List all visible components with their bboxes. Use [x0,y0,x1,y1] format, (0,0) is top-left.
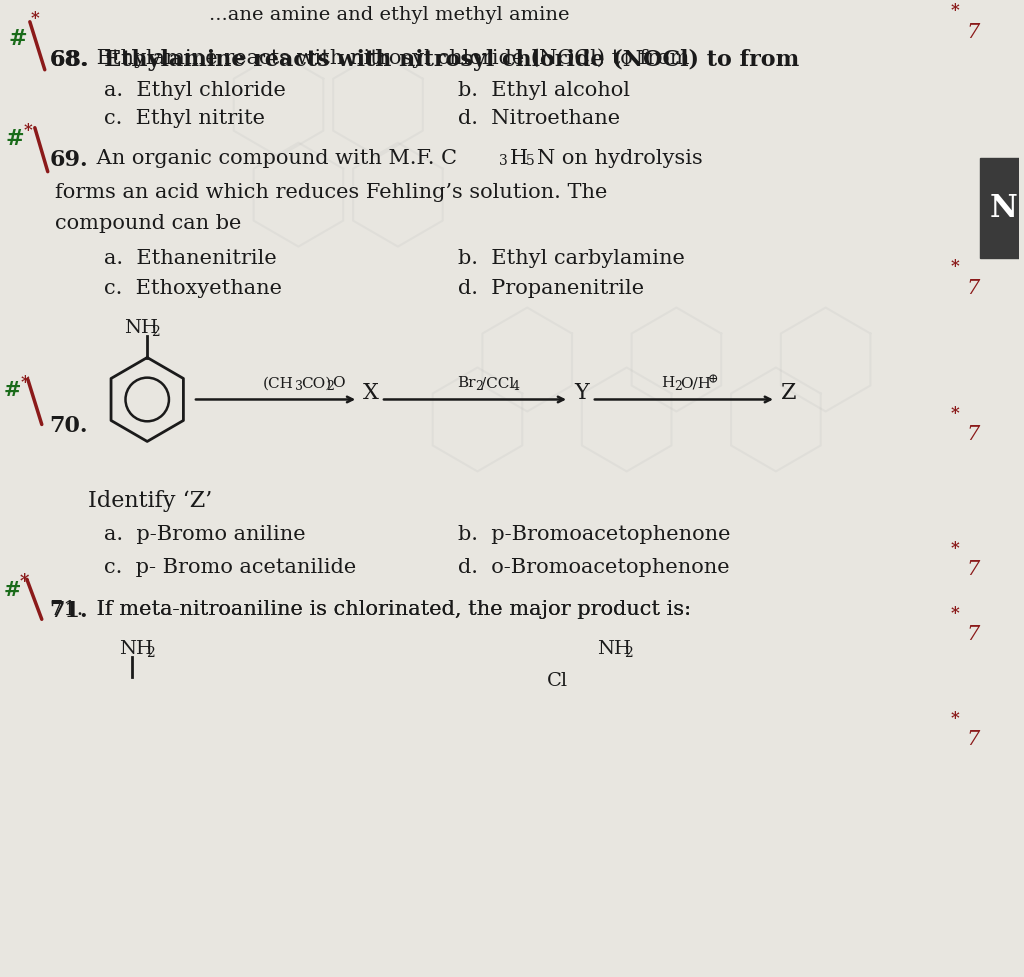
Text: b.  Ethyl carbylamine: b. Ethyl carbylamine [458,248,684,268]
Text: 2: 2 [146,646,155,659]
Text: *: * [950,709,959,726]
Text: 3: 3 [500,153,508,167]
Text: 2: 2 [326,380,334,393]
Text: 7: 7 [967,560,980,578]
Text: d.  Nitroethane: d. Nitroethane [458,108,620,128]
Text: #: # [3,579,20,600]
Text: O/H: O/H [680,376,712,390]
Text: 2: 2 [624,646,633,659]
Text: 70.: 70. [50,415,88,437]
Text: X: X [364,382,379,404]
Text: 7: 7 [967,730,980,748]
Text: An organic compound with M.F. C: An organic compound with M.F. C [89,149,457,167]
Text: *: * [950,258,959,275]
Text: 71.: 71. [50,600,88,621]
Text: *: * [31,11,39,27]
Text: *: * [20,373,30,391]
Text: a.  Ethyl chloride: a. Ethyl chloride [104,81,287,100]
Text: c.  Ethoxyethane: c. Ethoxyethane [104,278,283,297]
Text: *: * [950,604,959,621]
Text: If meta-nitroaniline is chlorinated, the major product is:: If meta-nitroaniline is chlorinated, the… [89,600,690,618]
Text: Y: Y [574,382,589,404]
Text: 7: 7 [967,425,980,444]
Text: d.  o-Bromoacetophenone: d. o-Bromoacetophenone [458,558,729,576]
Text: *: * [19,573,29,591]
Text: 2: 2 [675,380,682,393]
Text: 3: 3 [295,380,303,393]
Text: d.  Propanenitrile: d. Propanenitrile [458,278,644,297]
Text: H: H [510,149,528,167]
Text: (CH: (CH [262,376,294,390]
Text: O: O [332,376,344,390]
Text: ...ane amine and ethyl methyl amine: ...ane amine and ethyl methyl amine [209,6,569,23]
Text: c.  p- Bromo acetanilide: c. p- Bromo acetanilide [104,558,356,576]
Text: *: * [950,539,959,556]
Text: NH: NH [124,319,159,336]
Text: Z: Z [781,382,797,404]
Text: NH: NH [120,640,154,658]
Text: 69.: 69. [50,149,88,171]
Text: Ethylamine reacts with nitrosyl chloride (NOCl) to from: Ethylamine reacts with nitrosyl chloride… [89,49,689,68]
FancyBboxPatch shape [980,158,1019,258]
Text: #: # [3,380,20,400]
Text: Identify ‘Z’: Identify ‘Z’ [87,489,212,512]
Text: 7: 7 [967,624,980,644]
Text: 68.: 68. [50,49,88,70]
Text: #: # [8,27,28,50]
Text: N: N [990,192,1018,224]
Text: b.  p-Bromoacetophenone: b. p-Bromoacetophenone [458,525,730,544]
Text: a.  Ethanenitrile: a. Ethanenitrile [104,248,278,268]
Text: c.  Ethyl nitrite: c. Ethyl nitrite [104,108,265,128]
Text: #: # [5,128,25,149]
Text: 68.  Ethylamine reacts with nitrosyl chloride (NOCl) to from: 68. Ethylamine reacts with nitrosyl chlo… [50,49,799,70]
Text: 71.  If meta-nitroaniline is chlorinated, the major product is:: 71. If meta-nitroaniline is chlorinated,… [50,600,691,618]
Text: CO): CO) [301,376,331,390]
Text: Br: Br [458,376,476,390]
Text: *: * [24,122,32,139]
Text: b.  Ethyl alcohol: b. Ethyl alcohol [458,81,630,100]
Text: N on hydrolysis: N on hydrolysis [538,149,702,167]
Text: 7: 7 [967,278,980,297]
Text: *: * [950,2,959,20]
Text: a.  p-Bromo aniline: a. p-Bromo aniline [104,525,306,544]
Text: 2: 2 [475,380,483,393]
Text: Cl: Cl [547,671,568,690]
Text: forms an acid which reduces Fehling’s solution. The: forms an acid which reduces Fehling’s so… [54,183,607,201]
Text: compound can be: compound can be [54,213,241,233]
Text: ⊕: ⊕ [708,373,718,386]
Text: 5: 5 [526,153,535,167]
Text: H: H [662,376,675,390]
Text: NH: NH [597,640,631,658]
Text: 2: 2 [152,324,160,338]
Text: 7: 7 [967,22,980,42]
Text: 4: 4 [511,380,519,393]
Text: /CCl: /CCl [481,376,515,390]
Text: *: * [950,404,959,421]
